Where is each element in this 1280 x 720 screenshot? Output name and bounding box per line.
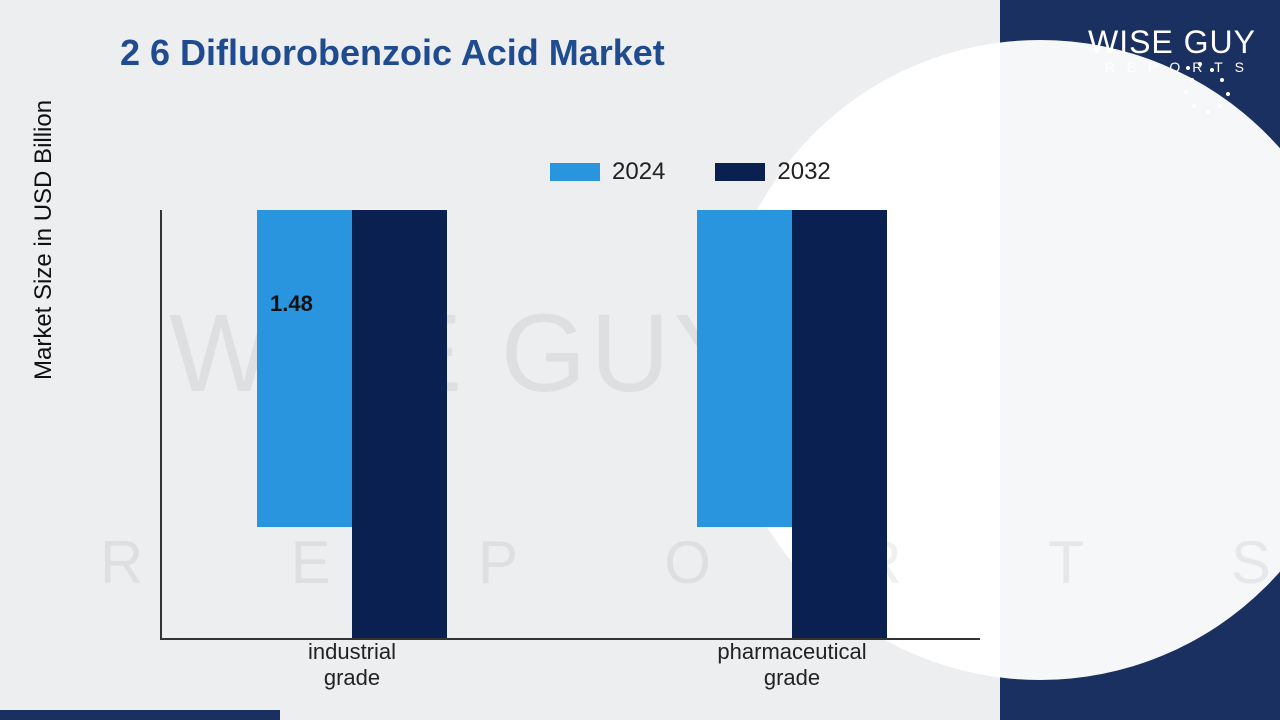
x-axis-category-label: pharmaceutical grade — [692, 639, 892, 690]
legend-item: 2032 — [715, 158, 830, 186]
footer-accent-bar — [0, 710, 280, 720]
brand-logo-main: WISE GUY — [1088, 24, 1256, 61]
legend-item: 2024 — [550, 158, 665, 186]
legend-swatch — [715, 163, 765, 181]
bar — [257, 210, 352, 527]
bar — [697, 210, 792, 527]
legend-label: 2024 — [612, 158, 665, 186]
bar — [352, 210, 447, 638]
chart-legend: 2024 2032 — [550, 158, 831, 186]
bar-value-label: 1.48 — [270, 291, 313, 317]
brand-logo-sub: REPORTS — [1088, 59, 1256, 75]
chart-plot-area: 1.48industrial grade pharmaceutical grade — [160, 210, 980, 640]
bar-group: 1.48industrial grade — [252, 210, 452, 638]
bar-group: pharmaceutical grade — [692, 210, 892, 638]
x-axis-category-label: industrial grade — [252, 639, 452, 690]
legend-label: 2032 — [777, 158, 830, 186]
bar — [792, 210, 887, 638]
brand-logo: WISE GUY REPORTS — [1088, 24, 1256, 75]
legend-swatch — [550, 163, 600, 181]
chart-title: 2 6 Difluorobenzoic Acid Market — [120, 32, 665, 74]
y-axis-label: Market Size in USD Billion — [30, 100, 58, 380]
